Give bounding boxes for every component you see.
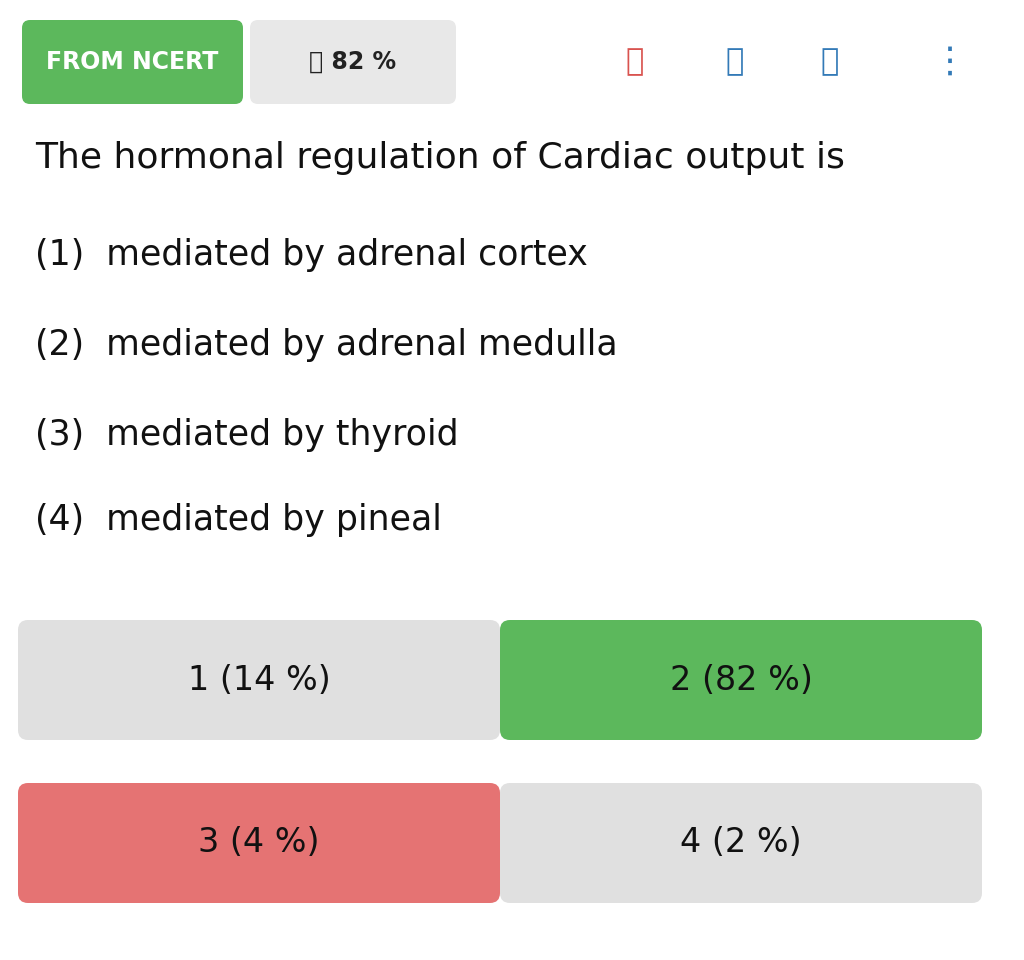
Text: 1 (14 %): 1 (14 %) [187,663,331,697]
Text: 4 (2 %): 4 (2 %) [680,827,802,859]
Text: 📋: 📋 [726,47,744,77]
Text: The hormonal regulation of Cardiac output is: The hormonal regulation of Cardiac outpu… [35,141,845,175]
Text: ⋮: ⋮ [932,45,968,79]
Text: ❌: ❌ [626,47,644,77]
FancyBboxPatch shape [500,620,982,740]
Text: 3 (4 %): 3 (4 %) [199,827,319,859]
FancyBboxPatch shape [250,20,456,104]
Text: 2 (82 %): 2 (82 %) [670,663,812,697]
FancyBboxPatch shape [18,620,500,740]
FancyBboxPatch shape [18,783,500,903]
FancyBboxPatch shape [22,20,243,104]
Text: 🔖: 🔖 [821,47,839,77]
Text: (2)  mediated by adrenal medulla: (2) mediated by adrenal medulla [35,328,617,362]
Text: (1)  mediated by adrenal cortex: (1) mediated by adrenal cortex [35,238,588,272]
Text: 👍 82 %: 👍 82 % [309,50,396,74]
Text: FROM NCERT: FROM NCERT [46,50,218,74]
Text: (4)  mediated by pineal: (4) mediated by pineal [35,503,442,537]
Text: (3)  mediated by thyroid: (3) mediated by thyroid [35,418,459,452]
FancyBboxPatch shape [500,783,982,903]
